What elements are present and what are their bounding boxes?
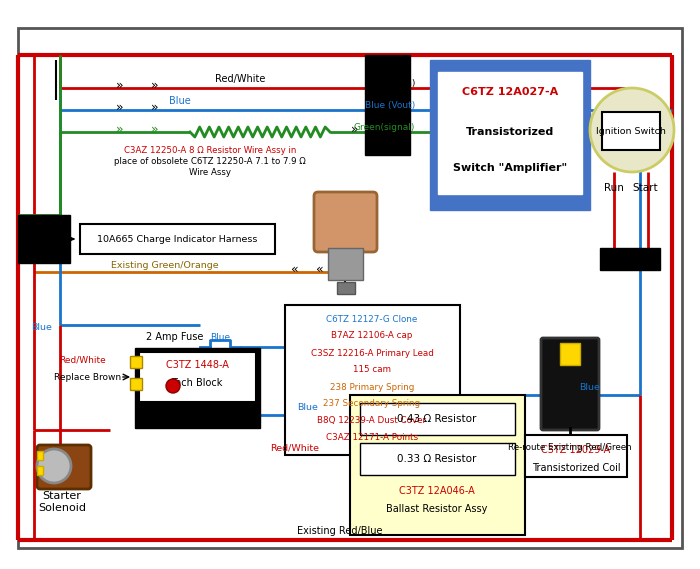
Text: C3TZ 12A046-A: C3TZ 12A046-A xyxy=(399,486,475,496)
Text: Existing Green/Orange: Existing Green/Orange xyxy=(111,261,219,270)
Text: Solenoid: Solenoid xyxy=(38,503,86,513)
Text: C3TZ 12029-A: C3TZ 12029-A xyxy=(541,445,610,455)
FancyBboxPatch shape xyxy=(37,445,91,489)
Bar xyxy=(285,305,460,455)
FancyBboxPatch shape xyxy=(314,192,377,252)
Text: C3SZ 12216-A Primary Lead: C3SZ 12216-A Primary Lead xyxy=(311,348,433,357)
Bar xyxy=(560,343,580,365)
Text: Ballast Resistor Assy: Ballast Resistor Assy xyxy=(386,504,488,514)
Text: Blue (Vout): Blue (Vout) xyxy=(365,101,415,109)
Text: Transistorized: Transistorized xyxy=(466,127,554,137)
Text: 10A665 Charge Indicator Harness: 10A665 Charge Indicator Harness xyxy=(97,234,257,244)
Text: B7AZ 12106-A cap: B7AZ 12106-A cap xyxy=(331,332,413,340)
Text: Re-route Existing Red/Green: Re-route Existing Red/Green xyxy=(508,443,632,452)
Text: Run: Run xyxy=(604,183,624,193)
Bar xyxy=(37,466,43,475)
Bar xyxy=(135,348,260,428)
Text: C6TZ 12127-G Clone: C6TZ 12127-G Clone xyxy=(326,315,418,324)
Bar xyxy=(328,248,363,280)
Text: Red/White: Red/White xyxy=(215,74,265,84)
Text: Blue: Blue xyxy=(580,382,601,391)
Text: 0.33 Ω Resistor: 0.33 Ω Resistor xyxy=(398,454,477,464)
Bar xyxy=(525,435,627,477)
Text: Switch "Amplifier": Switch "Amplifier" xyxy=(453,163,567,173)
Text: Start: Start xyxy=(632,183,658,193)
Text: »: » xyxy=(116,122,124,135)
Bar xyxy=(80,224,275,254)
Text: «: « xyxy=(291,262,299,275)
Text: 238 Primary Spring: 238 Primary Spring xyxy=(330,382,414,391)
Text: Tach Block: Tach Block xyxy=(172,378,223,388)
Text: 2 Amp Fuse: 2 Amp Fuse xyxy=(146,332,204,342)
Bar xyxy=(360,403,515,435)
Text: Blue: Blue xyxy=(169,96,191,106)
Circle shape xyxy=(590,88,674,172)
Text: C3AZ 12171-A Points: C3AZ 12171-A Points xyxy=(326,434,418,443)
Text: »: » xyxy=(151,122,159,135)
Text: »: » xyxy=(351,122,359,135)
Text: Ignition Switch: Ignition Switch xyxy=(596,126,666,135)
Text: 115 cam: 115 cam xyxy=(353,365,391,374)
Text: place of obsolete C6TZ 12250-A 7.1 to 7.9 Ω: place of obsolete C6TZ 12250-A 7.1 to 7.… xyxy=(114,156,306,166)
Text: »: » xyxy=(151,79,159,92)
Text: 0.43 Ω Resistor: 0.43 Ω Resistor xyxy=(398,414,477,424)
FancyBboxPatch shape xyxy=(541,338,599,430)
Bar xyxy=(430,60,590,210)
Text: Existing Red/Blue: Existing Red/Blue xyxy=(298,526,383,536)
Bar xyxy=(350,395,525,535)
Circle shape xyxy=(37,449,71,483)
Text: Red/White: Red/White xyxy=(59,356,106,365)
Text: Blue: Blue xyxy=(298,402,318,411)
Text: C6TZ 12A027-A: C6TZ 12A027-A xyxy=(462,87,558,97)
Bar xyxy=(600,248,660,270)
Bar xyxy=(130,378,142,390)
Bar xyxy=(365,55,410,155)
Text: »: » xyxy=(386,122,394,135)
Bar xyxy=(438,72,582,194)
Bar xyxy=(337,282,355,294)
Text: C3AZ 12250-A 8 Ω Resistor Wire Assy in: C3AZ 12250-A 8 Ω Resistor Wire Assy in xyxy=(124,146,296,155)
Bar xyxy=(360,443,515,475)
Text: «: « xyxy=(316,262,324,275)
Text: Wire Assy: Wire Assy xyxy=(189,167,231,176)
Text: Blue: Blue xyxy=(210,333,230,343)
Text: »: » xyxy=(116,101,124,113)
Bar xyxy=(18,215,70,263)
Text: C3TZ 1448-A: C3TZ 1448-A xyxy=(166,360,228,370)
Text: 237 Secondary Spring: 237 Secondary Spring xyxy=(323,399,421,409)
Text: Green(signal): Green(signal) xyxy=(354,122,415,131)
Bar xyxy=(139,352,256,402)
Bar xyxy=(37,451,43,460)
Bar xyxy=(130,356,142,368)
Text: Blue: Blue xyxy=(31,323,52,332)
Text: Starter: Starter xyxy=(43,491,81,501)
Text: »: » xyxy=(151,101,159,113)
Text: »: » xyxy=(116,79,124,92)
Text: Replace Brown: Replace Brown xyxy=(55,373,122,381)
Text: B8Q 12239-A Dust Cover: B8Q 12239-A Dust Cover xyxy=(317,417,426,426)
Text: Transistorized Coil: Transistorized Coil xyxy=(532,463,620,473)
Circle shape xyxy=(166,379,180,393)
Text: Red (Vin): Red (Vin) xyxy=(374,79,415,88)
Text: Red/White: Red/White xyxy=(270,443,319,452)
Bar xyxy=(602,112,660,150)
